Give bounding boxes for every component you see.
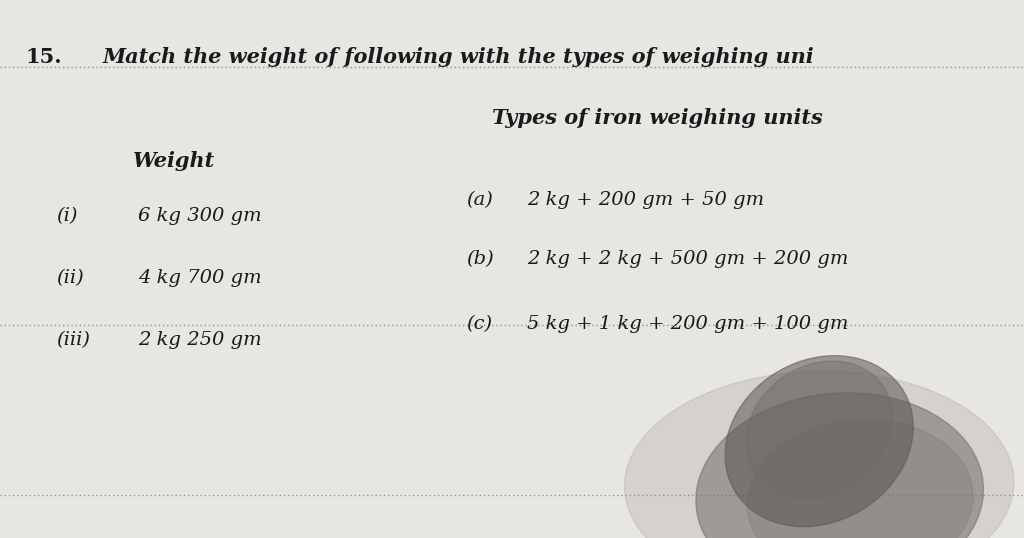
Text: (iii): (iii) [56,331,90,349]
Ellipse shape [748,420,973,538]
Text: 15.: 15. [26,47,62,67]
Text: (ii): (ii) [56,269,84,287]
Text: (i): (i) [56,207,78,225]
Text: 2 kg + 200 gm + 50 gm: 2 kg + 200 gm + 50 gm [527,191,765,209]
Text: (a): (a) [466,191,493,209]
Text: 2 kg 250 gm: 2 kg 250 gm [138,331,262,349]
Text: 6 kg 300 gm: 6 kg 300 gm [138,207,262,225]
Ellipse shape [745,361,893,500]
Text: (b): (b) [466,250,494,268]
Text: Match the weight of following with the types of weighing uni: Match the weight of following with the t… [102,47,814,67]
Text: 5 kg + 1 kg + 200 gm + 100 gm: 5 kg + 1 kg + 200 gm + 100 gm [527,315,849,332]
Text: Types of iron weighing units: Types of iron weighing units [492,108,822,128]
Ellipse shape [625,371,1014,538]
Text: 4 kg 700 gm: 4 kg 700 gm [138,269,262,287]
Ellipse shape [696,393,983,538]
Text: (c): (c) [466,315,493,332]
Text: Weight: Weight [133,151,215,171]
Text: 2 kg + 2 kg + 500 gm + 200 gm: 2 kg + 2 kg + 500 gm + 200 gm [527,250,849,268]
Ellipse shape [725,356,913,527]
